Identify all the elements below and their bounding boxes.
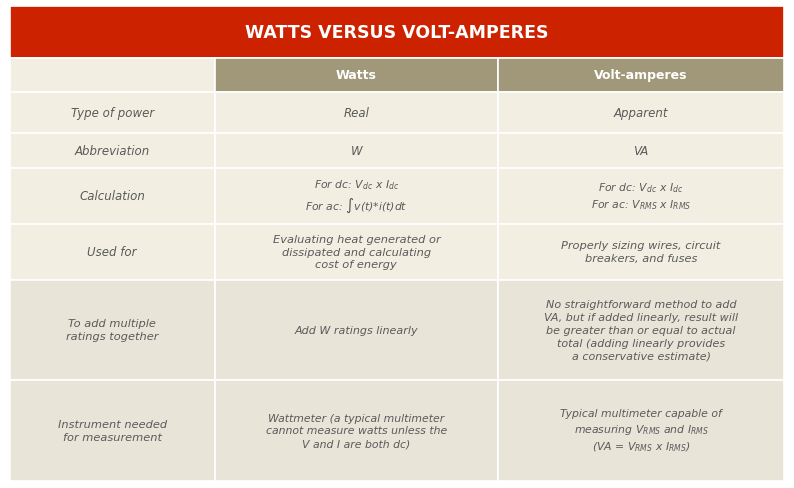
- Text: Volt-amperes: Volt-amperes: [595, 69, 688, 82]
- Text: Real: Real: [343, 107, 369, 120]
- Text: For dc: V$_{dc}$ x I$_{dc}$
For ac: $\int$v(t)*i(t)dt: For dc: V$_{dc}$ x I$_{dc}$ For ac: $\in…: [305, 178, 407, 214]
- Text: No straightforward method to add
VA, but if added linearly, result will
be great: No straightforward method to add VA, but…: [544, 300, 738, 361]
- Bar: [498, 224, 784, 280]
- Bar: [498, 280, 784, 380]
- Text: Typical multimeter capable of
measuring V$_{RMS}$ and I$_{RMS}$
(VA = V$_{RMS}$ : Typical multimeter capable of measuring …: [561, 408, 722, 453]
- Bar: [10, 168, 215, 224]
- Text: Evaluating heat generated or
dissipated and calculating
cost of energy: Evaluating heat generated or dissipated …: [272, 234, 440, 270]
- Text: Wattmeter (a typical multimeter
cannot measure watts unless the
V and I are both: Wattmeter (a typical multimeter cannot m…: [266, 413, 447, 448]
- Bar: [498, 168, 784, 224]
- Bar: [10, 93, 215, 134]
- Text: WATTS VERSUS VOLT-AMPERES: WATTS VERSUS VOLT-AMPERES: [245, 24, 549, 42]
- Bar: [10, 380, 215, 481]
- Text: VA: VA: [634, 145, 649, 158]
- Text: Watts: Watts: [336, 69, 376, 82]
- Bar: [215, 168, 498, 224]
- Text: For dc: V$_{dc}$ x I$_{dc}$
For ac: V$_{RMS}$ x I$_{RMS}$: For dc: V$_{dc}$ x I$_{dc}$ For ac: V$_{…: [591, 181, 692, 212]
- Bar: [10, 280, 215, 380]
- Text: W: W: [350, 145, 362, 158]
- Bar: [10, 224, 215, 280]
- Bar: [215, 59, 498, 93]
- Bar: [498, 380, 784, 481]
- Text: Abbreviation: Abbreviation: [75, 145, 150, 158]
- Bar: [215, 224, 498, 280]
- Bar: [215, 93, 498, 134]
- Text: To add multiple
ratings together: To add multiple ratings together: [66, 319, 158, 342]
- Bar: [215, 134, 498, 168]
- Text: Apparent: Apparent: [614, 107, 669, 120]
- Text: Calculation: Calculation: [79, 190, 145, 203]
- Text: Used for: Used for: [87, 245, 137, 259]
- Bar: [498, 93, 784, 134]
- Bar: [215, 380, 498, 481]
- Text: Instrument needed
for measurement: Instrument needed for measurement: [58, 419, 167, 442]
- Text: Add W ratings linearly: Add W ratings linearly: [295, 325, 418, 335]
- Text: Properly sizing wires, circuit
breakers, and fuses: Properly sizing wires, circuit breakers,…: [561, 241, 721, 264]
- Text: Type of power: Type of power: [71, 107, 154, 120]
- Bar: [498, 59, 784, 93]
- Bar: [10, 134, 215, 168]
- Bar: [215, 280, 498, 380]
- Bar: [10, 59, 215, 93]
- Bar: [10, 7, 784, 59]
- Bar: [498, 134, 784, 168]
